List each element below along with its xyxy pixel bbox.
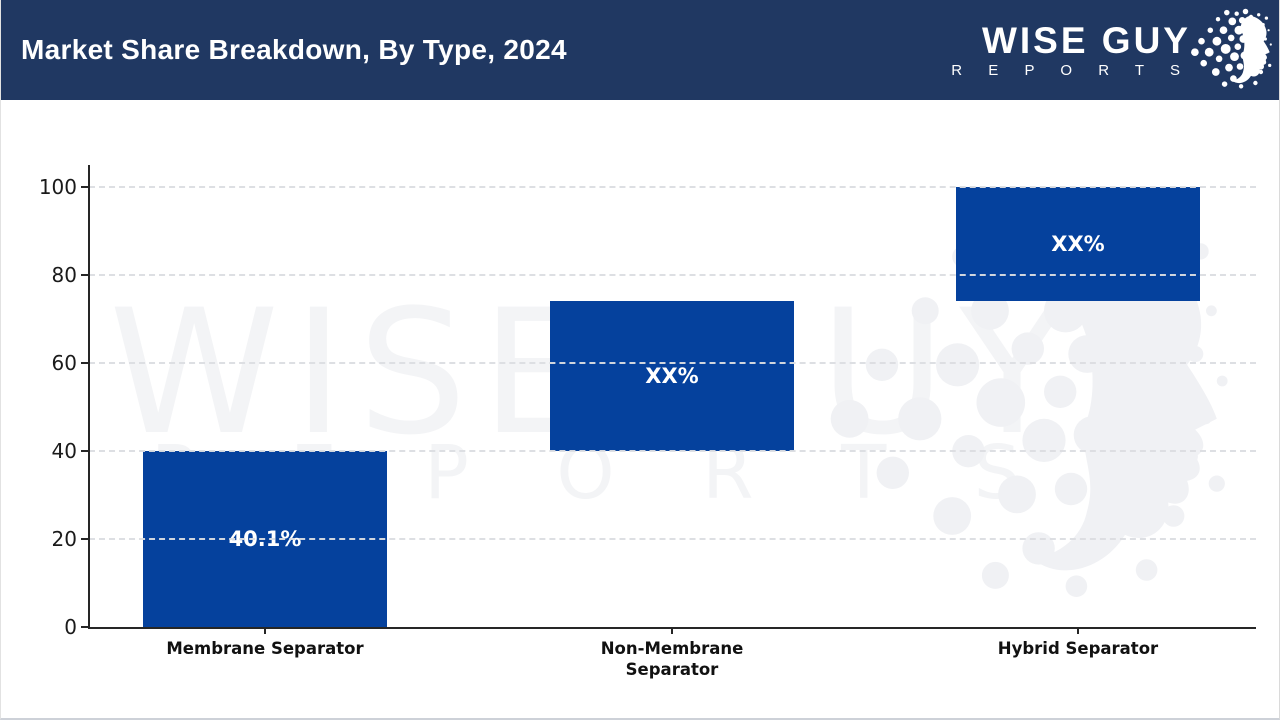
y-tick-mark: [81, 538, 88, 540]
bar-2: XX%: [550, 300, 794, 451]
x-tick-mark: [1077, 627, 1079, 634]
x-tick-mark: [671, 627, 673, 634]
gridline-60: [89, 362, 1256, 364]
gridline-20: [89, 538, 1256, 540]
x-axis-line: [88, 627, 1256, 629]
bar-value-label: XX%: [645, 363, 699, 388]
y-tick-mark: [81, 186, 88, 188]
chart-title: Market Share Breakdown, By Type, 2024: [21, 34, 567, 65]
header-band: Market Share Breakdown, By Type, 2024 WI…: [1, 0, 1279, 100]
brand-reports-text: R E P O R T S: [951, 62, 1191, 79]
y-tick-label: 20: [51, 527, 77, 551]
x-tick-mark: [264, 627, 266, 634]
brand-wiseguy-text: WISE GUY: [981, 20, 1191, 61]
y-tick-label: 100: [38, 175, 77, 199]
y-tick-label: 40: [51, 439, 77, 463]
y-tick-mark: [81, 626, 88, 628]
y-tick-label: 60: [51, 351, 77, 375]
y-tick-label: 80: [51, 263, 77, 287]
y-tick-mark: [81, 450, 88, 452]
y-tick-label: 0: [64, 615, 77, 639]
category-label: Non-Membrane Separator: [600, 639, 744, 679]
bar-3: XX%: [956, 187, 1200, 301]
gridline-80: [89, 274, 1256, 276]
brand-face-icon: [1185, 6, 1273, 94]
category-label: Hybrid Separator: [997, 639, 1159, 658]
y-tick-mark: [81, 274, 88, 276]
brand-logo-text: WISE GUY R E P O R T S: [951, 20, 1191, 80]
bar-value-label: XX%: [1051, 231, 1105, 256]
y-tick-mark: [81, 362, 88, 364]
category-label: Membrane Separator: [166, 639, 364, 658]
gridline-40: [89, 450, 1256, 452]
y-axis-line: [88, 165, 90, 629]
gridline-100: [89, 186, 1256, 188]
